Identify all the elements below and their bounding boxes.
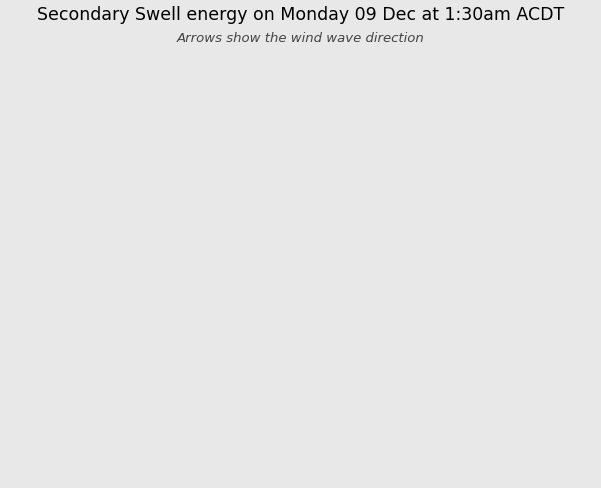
Text: Arrows show the wind wave direction: Arrows show the wind wave direction [177, 32, 424, 45]
Text: Secondary Swell energy on Monday 09 Dec at 1:30am ACDT: Secondary Swell energy on Monday 09 Dec … [37, 6, 564, 24]
